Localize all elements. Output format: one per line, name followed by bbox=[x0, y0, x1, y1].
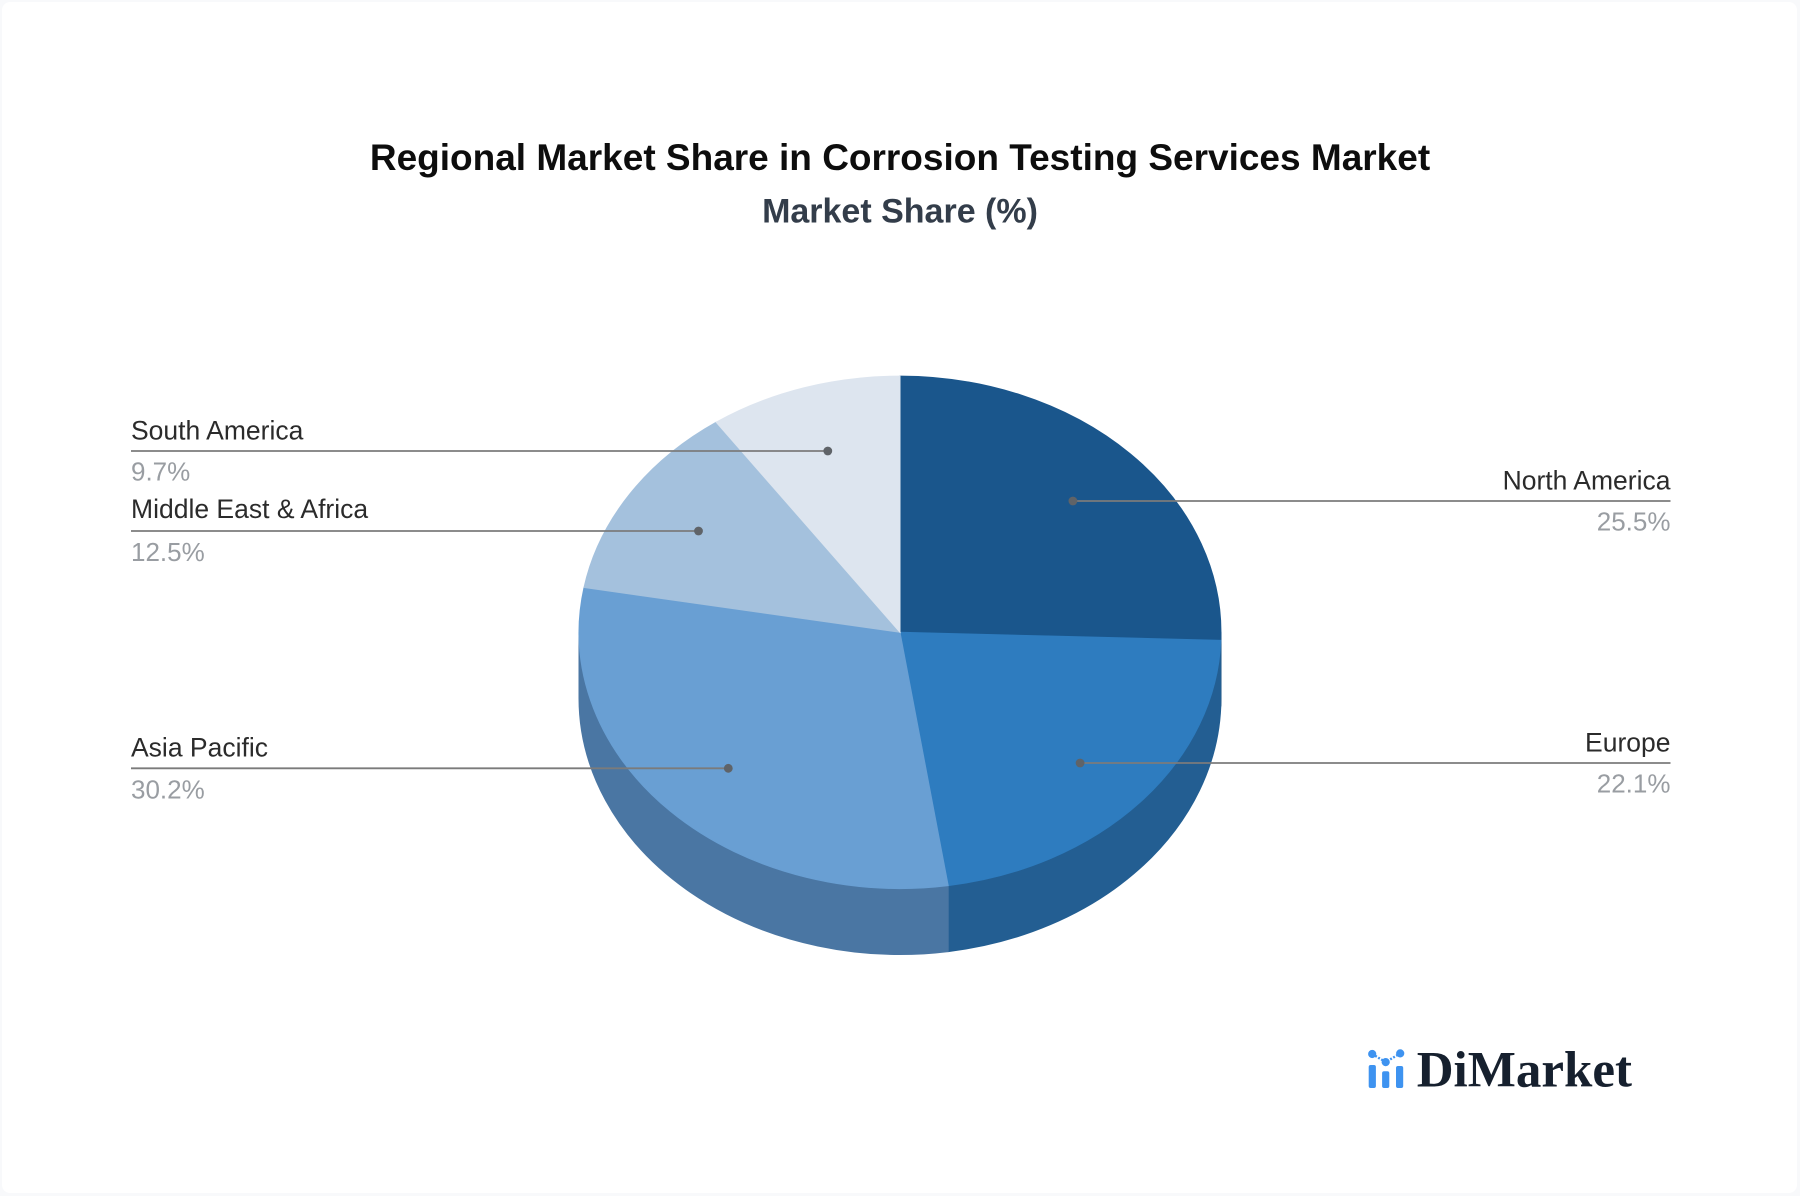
svg-text:22.1%: 22.1% bbox=[1597, 769, 1671, 799]
svg-text:Market Share (%): Market Share (%) bbox=[762, 193, 1038, 231]
svg-text:Middle East & Africa: Middle East & Africa bbox=[131, 494, 368, 524]
svg-text:Asia Pacific: Asia Pacific bbox=[131, 733, 268, 763]
svg-text:Europe: Europe bbox=[1585, 728, 1670, 758]
svg-text:Regional Market Share in Corro: Regional Market Share in Corrosion Testi… bbox=[370, 137, 1430, 178]
svg-text:South America: South America bbox=[131, 416, 304, 446]
svg-text:DiMarket: DiMarket bbox=[1417, 1043, 1632, 1099]
svg-text:25.5%: 25.5% bbox=[1597, 507, 1671, 537]
svg-text:12.5%: 12.5% bbox=[131, 537, 205, 567]
svg-text:30.2%: 30.2% bbox=[131, 774, 205, 804]
svg-text:9.7%: 9.7% bbox=[131, 457, 190, 487]
svg-text:North America: North America bbox=[1503, 466, 1671, 496]
